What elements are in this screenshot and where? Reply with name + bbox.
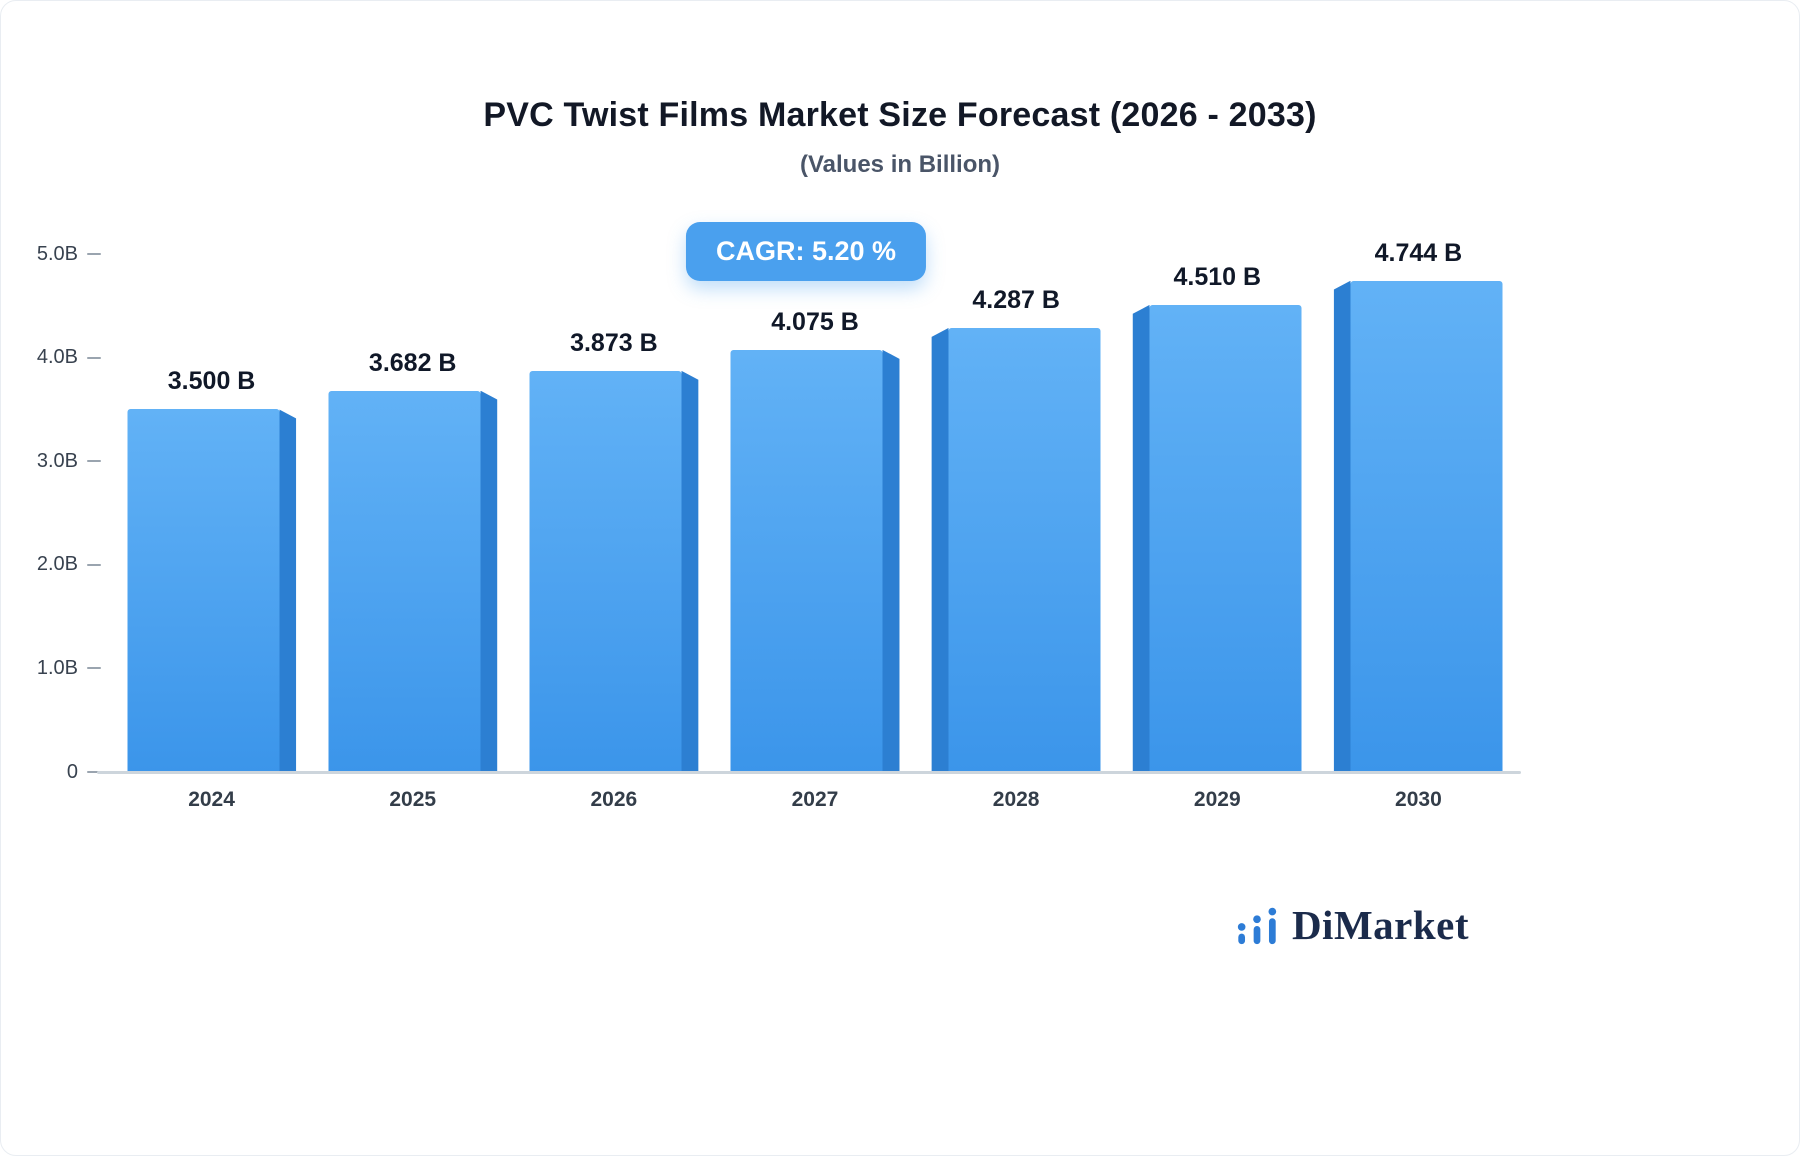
bar-face (127, 409, 280, 772)
y-tick-label: 4.0B (36, 346, 78, 369)
y-tick-mark (87, 771, 101, 773)
bar-value-label: 3.682 B (368, 348, 457, 377)
y-tick-label: 3.0B (36, 449, 78, 472)
bar-face (529, 370, 682, 772)
y-tick-label: 1.0B (36, 656, 78, 679)
y-tick-mark (87, 460, 101, 463)
y-tick: 1.0B (1, 657, 101, 679)
bar-value-label: 4.287 B (972, 285, 1060, 314)
y-axis: 0 1.0B 2.0B 3.0B 4.0B 5.0B (1, 243, 101, 783)
bar-slot: 4.744 B (1318, 239, 1519, 772)
y-tick-label: 2.0B (36, 553, 78, 576)
bar-slot: 3.500 B (111, 254, 312, 772)
bar-face (1350, 280, 1503, 772)
chart-title: PVC Twist Films Market Size Forecast (20… (483, 96, 1317, 134)
y-tick-label: 5.0B (36, 242, 78, 265)
bar-side (931, 327, 949, 772)
bar-side (1333, 280, 1351, 772)
y-tick: 4.0B (1, 346, 101, 369)
bar-2030 (1333, 280, 1503, 772)
bar-face (1149, 304, 1302, 772)
y-tick-mark (87, 667, 101, 670)
bar-side (882, 349, 900, 772)
brand-name: DiMarket (1291, 902, 1469, 948)
bar-value-label: 3.873 B (570, 328, 658, 357)
cagr-badge: CAGR: 5.20 % (685, 222, 927, 281)
x-axis-line (97, 771, 1521, 774)
bar-2024 (127, 409, 297, 772)
bar-value-label: 4.744 B (1374, 238, 1463, 267)
bar-face (730, 349, 883, 772)
bar-side (480, 390, 498, 772)
x-axis-label: 2029 (1193, 788, 1241, 811)
bar-value-label: 4.510 B (1173, 262, 1262, 291)
x-axis-label: 2028 (992, 788, 1040, 811)
bar-side (681, 370, 699, 772)
brand-logo: DiMarket (1234, 901, 1469, 949)
bar-face (948, 327, 1101, 772)
y-tick: 0 (1, 761, 101, 783)
y-tick: 5.0B (1, 243, 101, 265)
chart-area: CAGR: 5.20 % 0 1.0B 2.0B 3.0B 4.0B 5.0B 3.500… (1, 222, 1799, 811)
bar-slot: 4.287 B (916, 254, 1117, 772)
y-tick: 2.0B (1, 553, 101, 576)
y-tick-mark (87, 253, 101, 255)
x-axis-label: 2026 (590, 788, 638, 811)
x-axis-label: 2025 (389, 788, 437, 811)
bar-slot: 4.075 B (714, 254, 915, 772)
bar-2029 (1132, 304, 1302, 772)
bar-2025 (328, 390, 498, 772)
x-axis-label: 2027 (791, 788, 839, 811)
bar-2028 (931, 327, 1101, 772)
x-axis: 2024 2025 2026 2027 2028 2029 2030 (111, 788, 1519, 812)
bar-chart-dots-icon (1237, 907, 1277, 945)
bar-slot: 3.682 B (312, 254, 513, 772)
y-tick-label: 0 (66, 760, 78, 783)
bar-side (1132, 304, 1150, 772)
y-tick-mark (87, 356, 101, 359)
x-axis-label: 2030 (1395, 788, 1442, 811)
y-tick: 3.0B (1, 450, 101, 472)
bar-face (328, 390, 481, 772)
bar-value-label: 4.075 B (771, 307, 859, 336)
bar-2027 (730, 349, 900, 772)
bars-area: 3.500 B 3.682 B 3.873 B 4.075 B 4.287 B 4.510… (111, 239, 1519, 772)
x-axis-label: 2024 (188, 788, 235, 811)
bar-side (279, 409, 297, 772)
bar-slot: 3.873 B (513, 254, 714, 772)
bar-value-label: 3.500 B (167, 367, 256, 396)
y-tick-mark (87, 563, 101, 566)
bar-slot: 4.510 B (1117, 254, 1318, 772)
chart-subtitle: (Values in Billion) (799, 151, 1001, 178)
bar-2026 (529, 370, 699, 772)
